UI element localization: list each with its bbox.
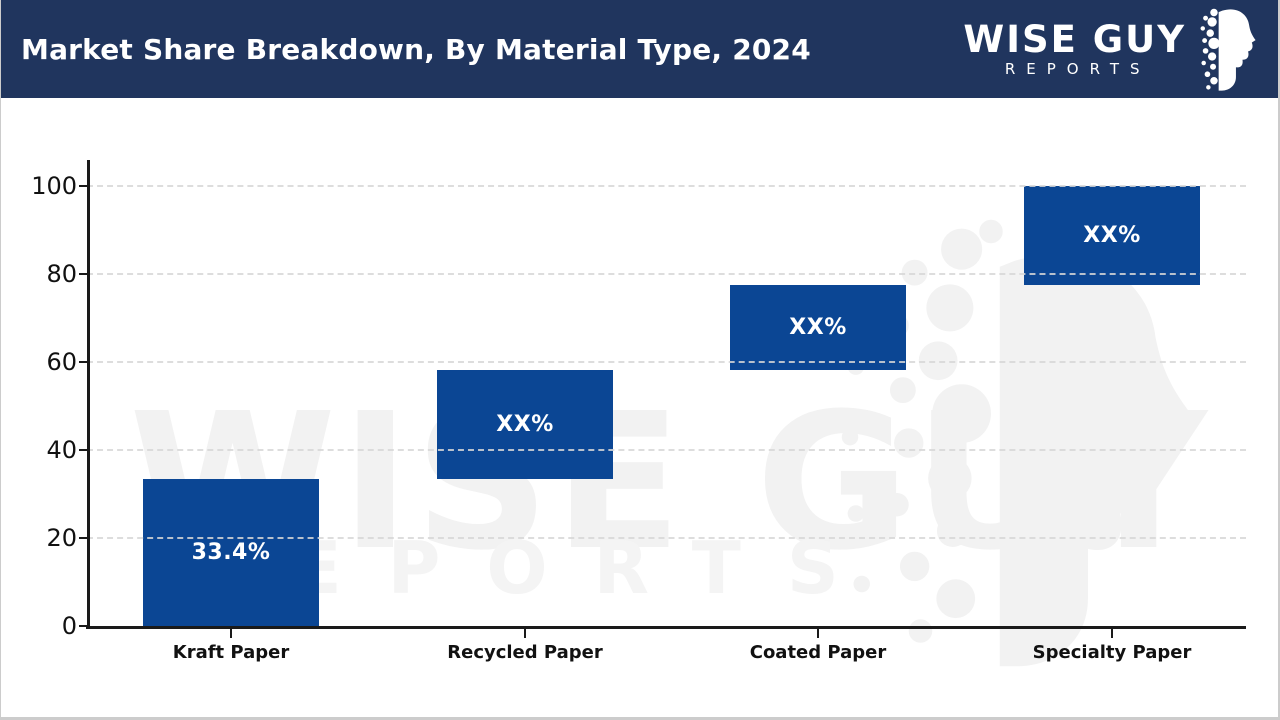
y-tick-80 — [79, 273, 87, 275]
logo-subtitle: REPORTS — [1004, 60, 1151, 78]
y-tick-0 — [79, 625, 87, 627]
gridline-80 — [87, 273, 1246, 275]
bar-value-label: XX% — [789, 314, 847, 340]
x-tick-4 — [1111, 629, 1113, 638]
y-tick-60 — [79, 361, 87, 363]
chart-title: Market Share Breakdown, By Material Type… — [21, 32, 811, 66]
header-bar: Market Share Breakdown, By Material Type… — [1, 0, 1278, 98]
x-category-label: Recycled Paper — [447, 642, 603, 663]
y-tick-40 — [79, 449, 87, 451]
x-category-label: Coated Paper — [749, 642, 887, 663]
logo-head-profile-icon — [1200, 8, 1256, 91]
gridline-60 — [87, 361, 1246, 363]
y-tick-100 — [79, 185, 87, 187]
y-tick-label-100: 100 — [31, 172, 77, 200]
logo-text: WISE GUY REPORTS — [963, 21, 1186, 77]
x-tick-1 — [230, 629, 232, 638]
y-tick-label-20: 20 — [46, 524, 77, 552]
bar-value-label: XX% — [1083, 223, 1141, 248]
gridline-40 — [87, 449, 1246, 451]
bar-value-label: 33.4% — [191, 540, 271, 565]
bar-value-label: XX% — [496, 411, 554, 437]
logo-wordmark: WISE GUY — [963, 18, 1186, 61]
bar-specialty-paper: XX% — [1024, 186, 1200, 285]
y-tick-20 — [79, 537, 87, 539]
bar-kraft-paper: 33.4% — [143, 479, 319, 626]
x-tick-3 — [817, 629, 819, 638]
x-tick-2 — [524, 629, 526, 638]
y-tick-label-40: 40 — [46, 436, 77, 464]
y-tick-label-60: 60 — [46, 348, 77, 376]
gridline-100 — [87, 185, 1246, 187]
chart-area: WISE GUY REPORTS 33.4% XX% XX% XX% 0 20 40 60 80… — [1, 98, 1278, 717]
wise-guy-reports-logo: WISE GUY REPORTS — [963, 6, 1264, 92]
y-tick-label-80: 80 — [46, 260, 77, 288]
bar-recycled-paper: XX% — [437, 369, 613, 480]
x-category-label: Kraft Paper — [172, 642, 290, 663]
y-axis — [87, 160, 90, 629]
x-category-label: Specialty Paper — [1032, 642, 1192, 663]
x-axis — [86, 626, 1246, 629]
bar-coated-paper: XX% — [730, 285, 906, 370]
gridline-20 — [87, 537, 1246, 539]
y-tick-label-0: 0 — [61, 612, 77, 640]
